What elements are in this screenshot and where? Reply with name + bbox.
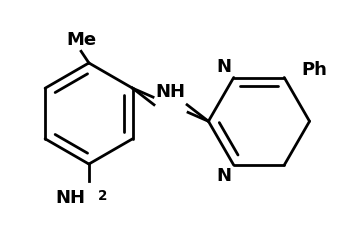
Text: N: N — [217, 167, 232, 185]
Text: Ph: Ph — [302, 61, 328, 79]
Text: 2: 2 — [98, 189, 107, 203]
Text: Me: Me — [66, 31, 96, 49]
Text: N: N — [217, 58, 232, 76]
Text: NH: NH — [155, 83, 186, 101]
Text: NH: NH — [55, 189, 85, 207]
